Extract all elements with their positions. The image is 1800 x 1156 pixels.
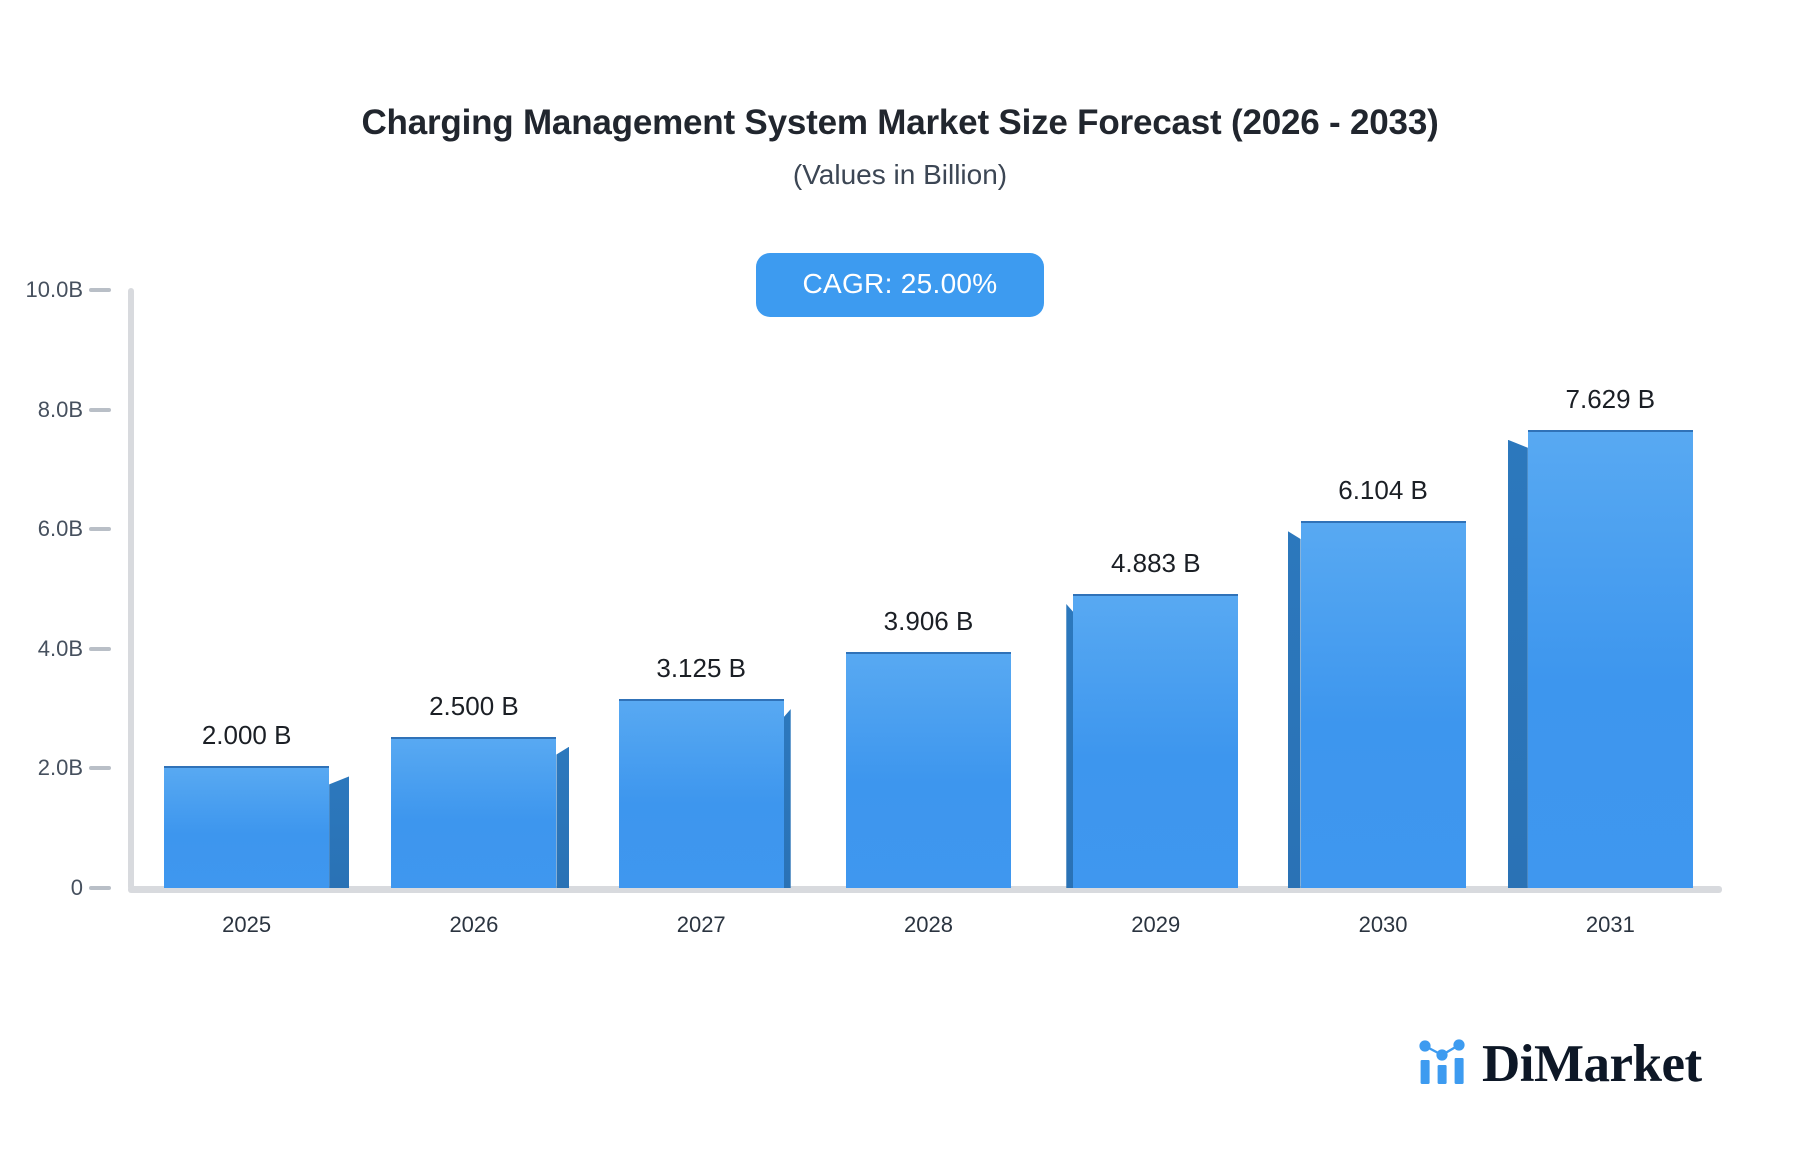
y-axis-tick-mark: [89, 886, 111, 890]
x-axis-baseline: [128, 886, 1722, 893]
dimarket-logo: DiMarket: [1418, 1036, 1702, 1093]
bar-value-label: 3.125 B: [656, 653, 747, 684]
bar-side-face: [783, 709, 791, 888]
bar-front-face: [164, 766, 330, 888]
bar-value-label: 2.000 B: [201, 720, 292, 751]
y-axis-tick-mark: [89, 288, 111, 292]
y-axis-tick-mark: [89, 766, 111, 771]
bar-value-label: 4.883 B: [1110, 547, 1201, 578]
bar-front-face: [391, 736, 557, 888]
bar-side-face: [1287, 530, 1301, 888]
y-axis-tick-label: 0: [70, 875, 83, 900]
x-axis-label-2029: 2029: [1131, 912, 1181, 937]
y-axis-tick-mark: [89, 407, 111, 412]
bar-front-face: [1527, 429, 1693, 888]
chart-subtitle: (Values in Billion): [792, 158, 1008, 190]
bar-side-face: [329, 776, 350, 888]
bar-value-label: 6.104 B: [1338, 474, 1428, 505]
bar-2028[interactable]: [133, 290, 1724, 888]
x-axis-label-2027: 2027: [676, 912, 726, 937]
x-axis-label-2025: 2025: [222, 912, 272, 937]
bar-front-face: [1300, 520, 1466, 888]
y-axis-line: [128, 288, 134, 890]
bar-2025[interactable]: [133, 290, 1724, 888]
bar-side-face: [1507, 439, 1528, 888]
bar-front-face: [846, 652, 1011, 888]
bar-2030[interactable]: [133, 290, 1724, 888]
bar-2029[interactable]: [133, 290, 1724, 888]
bar-front-face: [618, 699, 784, 888]
y-axis-tick-label: 4.0B: [37, 635, 83, 661]
bar-front-face: [1073, 594, 1239, 888]
bar-value-label: 3.906 B: [883, 606, 974, 637]
y-axis-tick-label: 8.0B: [37, 396, 83, 422]
bar-value-label: 2.500 B: [429, 690, 519, 721]
x-axis-label-2026: 2026: [449, 912, 499, 937]
bar-side-face: [556, 746, 570, 888]
y-axis-tick-mark: [89, 527, 111, 532]
bar-side-face: [1066, 604, 1074, 888]
y-axis-tick-label: 6.0B: [37, 516, 83, 542]
x-axis-label-2031: 2031: [1585, 912, 1635, 937]
chart-title: Charging Management System Market Size F…: [361, 103, 1439, 142]
bar-2026[interactable]: [133, 290, 1724, 888]
bar-chart-icon: [1418, 1036, 1468, 1093]
x-axis-label-2030: 2030: [1358, 912, 1408, 937]
bar-2027[interactable]: [133, 290, 1724, 888]
bar-2031[interactable]: [133, 290, 1724, 888]
logo-text: DiMarket: [1482, 1035, 1702, 1093]
y-axis-tick-label: 10.0B: [25, 277, 84, 302]
y-axis-tick-mark: [89, 646, 111, 651]
title-block: Charging Management System Market Size F…: [0, 103, 1800, 190]
bar-value-label: 7.629 B: [1565, 383, 1656, 414]
chart-plot-area: 10.0B 8.0B 6.0B 4.0B 2.0B 0 2.000 B 2.500 B 3.1…: [26, 277, 1724, 900]
x-axis-label-2028: 2028: [904, 912, 953, 937]
y-axis-tick-label: 2.0B: [37, 755, 83, 781]
